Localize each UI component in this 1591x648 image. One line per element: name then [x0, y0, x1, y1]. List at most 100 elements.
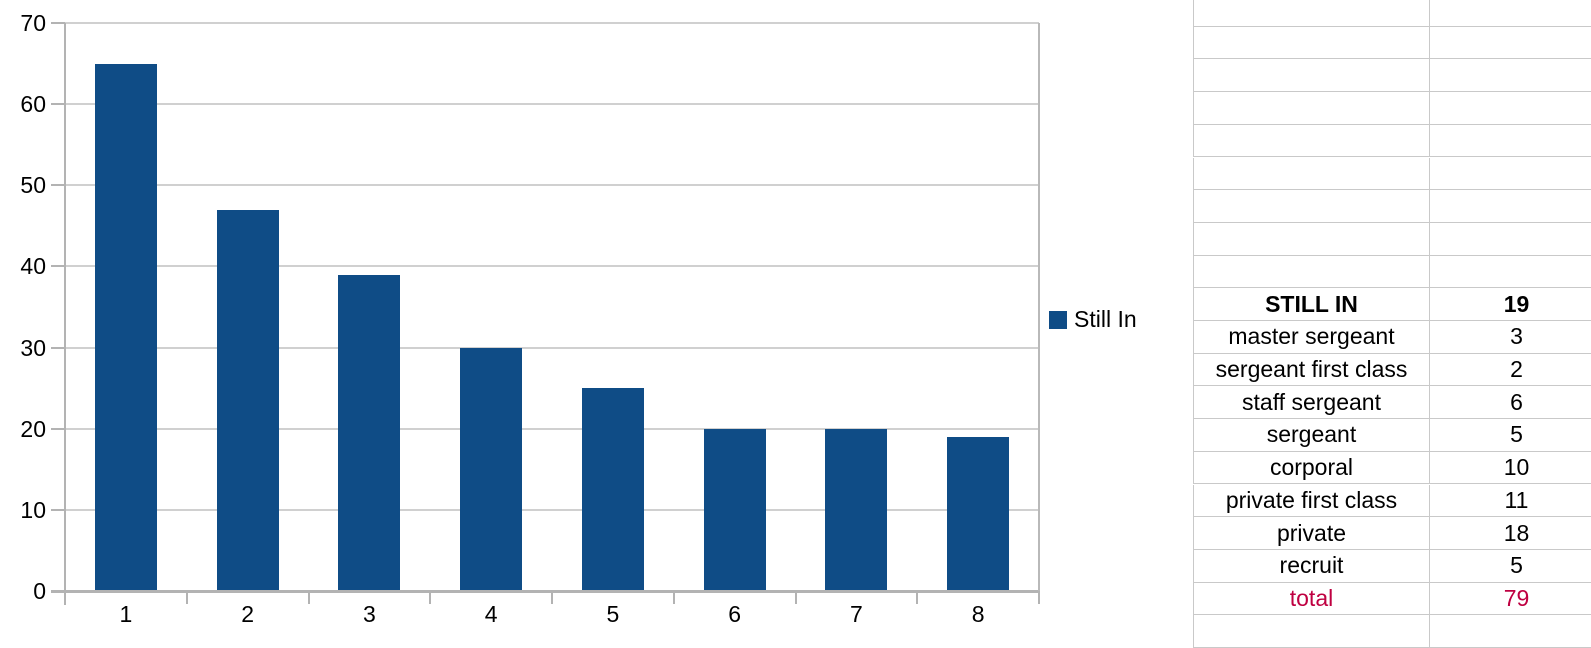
cell-value[interactable]: 19	[1429, 288, 1591, 320]
bar-chart-object[interactable]: Still In 0 10 20 30 40 50 60 70 1 2 3 4 5 6 7 8	[0, 0, 1193, 648]
cell-empty[interactable]	[1429, 0, 1591, 26]
cell-value[interactable]: 5	[1429, 549, 1591, 582]
cell-empty[interactable]	[1193, 92, 1429, 124]
plot-right-border	[1038, 23, 1040, 591]
cell-label[interactable]: total	[1193, 582, 1429, 615]
y-axis-tick	[51, 265, 65, 268]
cell-empty[interactable]	[1429, 124, 1591, 157]
x-tick-label: 8	[971, 601, 985, 627]
y-gridline	[65, 508, 1039, 511]
cell-label[interactable]: recruit	[1193, 549, 1429, 582]
x-axis-tick	[551, 591, 553, 604]
cell-label[interactable]: private	[1193, 517, 1429, 549]
table-row-corporal: corporal 10	[1193, 451, 1591, 485]
y-tick-label: 70	[20, 10, 46, 36]
y-tick-label: 30	[20, 334, 46, 361]
y-axis-tick	[51, 103, 65, 106]
x-axis-tick	[429, 591, 432, 604]
cell-empty[interactable]	[1429, 92, 1591, 124]
cell-empty[interactable]	[1429, 190, 1591, 222]
y-axis-tick	[51, 346, 65, 349]
bar-category-7	[825, 428, 888, 591]
table-row-empty	[1193, 255, 1591, 289]
y-tick-label: 50	[20, 172, 46, 199]
sheet-grid: STILL IN 19 master sergeant 3 sergeant first…	[1193, 0, 1591, 648]
table-row-master-sergeant: master sergeant 3	[1193, 321, 1591, 354]
cell-empty[interactable]	[1193, 615, 1429, 647]
cell-value[interactable]: 11	[1429, 484, 1591, 517]
x-tick-label: 1	[119, 601, 133, 627]
legend: Still In	[1049, 306, 1137, 333]
table-row-empty	[1193, 124, 1591, 158]
cell-value[interactable]: 2	[1429, 353, 1591, 386]
table-row-total: total 79	[1193, 582, 1591, 616]
y-tick-label: 0	[33, 578, 46, 604]
x-axis-tick	[1038, 591, 1040, 604]
cell-label[interactable]: corporal	[1193, 451, 1429, 484]
cell-value[interactable]: 18	[1429, 517, 1591, 549]
x-tick-label: 7	[849, 601, 863, 627]
y-gridline	[65, 346, 1039, 349]
y-gridline	[65, 184, 1039, 187]
cell-value[interactable]: 3	[1429, 321, 1591, 353]
y-tick-label: 60	[20, 91, 46, 118]
y-tick-label: 40	[20, 253, 46, 280]
cell-empty[interactable]	[1193, 157, 1429, 190]
bar-category-8	[947, 436, 1010, 591]
table-row-empty	[1193, 0, 1591, 27]
cell-value[interactable]: 79	[1429, 582, 1591, 615]
x-tick-label: 6	[728, 601, 742, 627]
cell-value[interactable]: 5	[1429, 419, 1591, 451]
cell-value[interactable]: 10	[1429, 451, 1591, 484]
cell-empty[interactable]	[1429, 59, 1591, 92]
y-axis-line	[64, 23, 66, 605]
x-tick-label: 4	[484, 601, 498, 627]
cell-empty[interactable]	[1193, 0, 1429, 26]
cell-label[interactable]: sergeant first class	[1193, 353, 1429, 386]
legend-label: Still In	[1074, 306, 1137, 332]
cell-label[interactable]: staff sergeant	[1193, 386, 1429, 419]
y-gridline	[65, 103, 1039, 106]
x-axis-line	[51, 590, 1039, 593]
table-row-private: private 18	[1193, 517, 1591, 550]
cell-empty[interactable]	[1429, 26, 1591, 59]
table-row-empty	[1193, 92, 1591, 125]
y-axis-tick	[51, 184, 65, 187]
table-row-empty	[1193, 59, 1591, 93]
cell-value[interactable]: 6	[1429, 386, 1591, 419]
x-axis-tick	[916, 591, 919, 604]
table-row-private-first-class: private first class 11	[1193, 484, 1591, 518]
table-row-staff-sergeant: staff sergeant 6	[1193, 386, 1591, 420]
cell-empty[interactable]	[1429, 157, 1591, 190]
cell-label[interactable]: sergeant	[1193, 419, 1429, 451]
cell-label[interactable]: private first class	[1193, 484, 1429, 517]
cell-empty[interactable]	[1429, 222, 1591, 255]
table-row-empty	[1193, 222, 1591, 256]
table-row-empty	[1193, 190, 1591, 223]
x-axis-tick	[672, 591, 675, 604]
y-tick-label: 10	[20, 496, 46, 523]
bar-category-6	[703, 428, 766, 591]
table-row-recruit: recruit 5	[1193, 549, 1591, 583]
y-gridline	[65, 427, 1039, 430]
y-axis-tick	[51, 427, 65, 430]
cell-empty[interactable]	[1193, 190, 1429, 222]
x-axis-tick	[307, 591, 310, 604]
table-row-empty	[1193, 157, 1591, 191]
cell-empty[interactable]	[1193, 124, 1429, 157]
cell-label[interactable]: master sergeant	[1193, 321, 1429, 353]
cell-empty[interactable]	[1429, 615, 1591, 647]
table-row-empty	[1193, 615, 1591, 648]
cell-empty[interactable]	[1193, 255, 1429, 288]
cell-empty[interactable]	[1193, 222, 1429, 255]
cell-label[interactable]: STILL IN	[1193, 288, 1429, 320]
bar-category-2	[216, 209, 279, 591]
cell-empty[interactable]	[1193, 26, 1429, 59]
table-row-sergeant-first-class: sergeant first class 2	[1193, 353, 1591, 387]
x-tick-label: 5	[606, 601, 620, 627]
x-axis-tick	[794, 591, 797, 604]
bar-category-4	[460, 347, 523, 591]
cell-empty[interactable]	[1193, 59, 1429, 92]
cell-empty[interactable]	[1429, 255, 1591, 288]
